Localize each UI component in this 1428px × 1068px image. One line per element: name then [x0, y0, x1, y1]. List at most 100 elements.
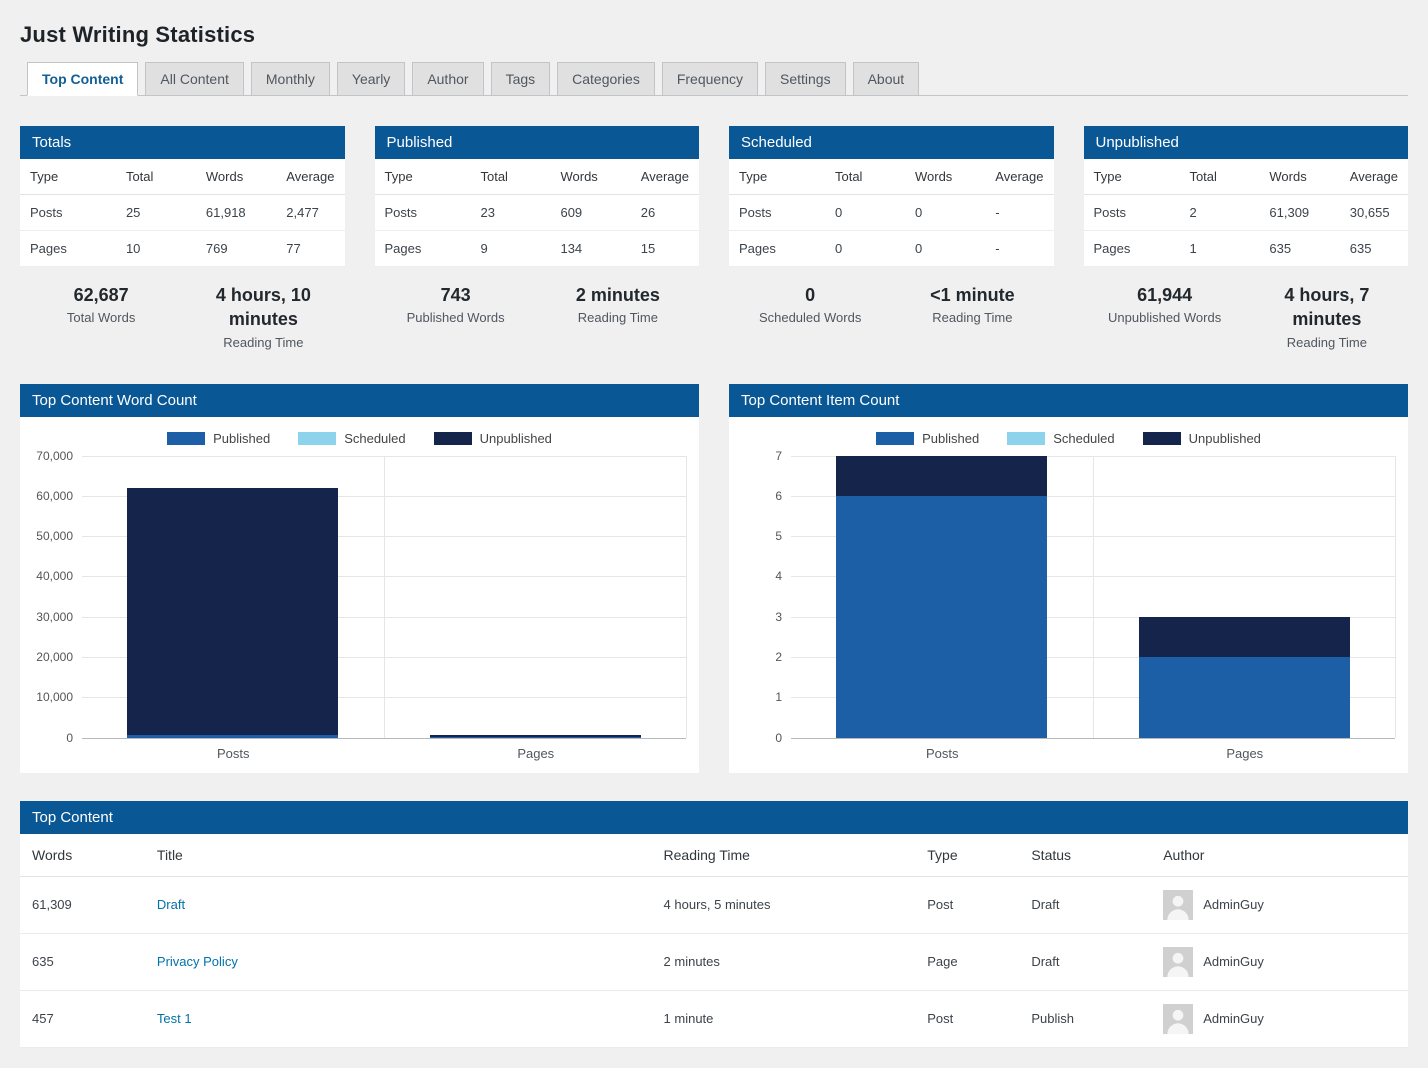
tab-top-content[interactable]: Top Content: [27, 62, 139, 96]
cell-title: Draft: [144, 876, 652, 934]
stat-label: Published Words: [406, 310, 505, 326]
legend-item-unpublished[interactable]: Unpublished: [433, 430, 552, 446]
legend-item-published[interactable]: Published: [876, 431, 979, 446]
summary-card-unpublished: Unpublished Type Total Words Average Posts 2 61…: [1083, 126, 1408, 350]
chart-categories: [82, 455, 687, 738]
chart-legend: Published Scheduled Unpublished: [741, 431, 1396, 446]
tab-all-content[interactable]: All Content: [145, 62, 244, 96]
legend-label: Published: [213, 430, 271, 446]
cell: 77: [276, 230, 345, 267]
legend-swatch-scheduled: [1007, 431, 1046, 445]
y-axis-label: 50,000: [36, 529, 73, 544]
bar-segment-published-posts: [836, 495, 1048, 738]
tab-tags[interactable]: Tags: [490, 62, 551, 96]
y-axis-label: 20,000: [36, 650, 73, 665]
bar-segment-published-posts: [127, 735, 339, 738]
cell-type: Page: [915, 933, 1020, 991]
charts-row: Top Content Word Count Published Scheduled…: [20, 383, 1408, 773]
cell-type: Post: [915, 990, 1020, 1048]
y-axis-label: 4: [775, 569, 782, 584]
card-table-header-row: Type Total Words Average: [20, 159, 345, 195]
column-header-average: Average: [985, 159, 1054, 195]
stat-reading-time: <1 minute Reading Time: [891, 283, 1053, 325]
card-table-published: Type Total Words Average Posts 23 609 26 Pages 9 1…: [374, 159, 699, 267]
cell: Posts: [729, 194, 825, 231]
tab-author[interactable]: Author: [412, 62, 484, 96]
cell-words: 457: [20, 990, 145, 1048]
cell: 134: [550, 230, 631, 267]
summary-card-published: Published Type Total Words Average Posts 23 609…: [374, 126, 699, 350]
column-header-average: Average: [630, 159, 699, 195]
column-header-average: Average: [1339, 159, 1408, 195]
y-axis-label: 6: [775, 488, 782, 503]
chart-title-top-content-item-count: Top Content Item Count: [729, 383, 1408, 417]
stat-label: Total Words: [66, 310, 136, 326]
tab-settings[interactable]: Settings: [765, 62, 846, 96]
category-posts: [791, 455, 1093, 738]
table-row: Pages 10 769 77: [20, 230, 345, 267]
stat-value: 61,944: [1137, 285, 1193, 305]
tab-categories[interactable]: Categories: [557, 62, 655, 96]
legend-item-scheduled[interactable]: Scheduled: [1007, 431, 1115, 446]
stat-value: 2 minutes: [575, 285, 660, 305]
card-table-header-row: Type Total Words Average: [1083, 159, 1408, 195]
bar-segment-unpublished-posts: [127, 488, 339, 736]
legend-swatch-unpublished: [433, 431, 472, 445]
content-title-link-test-1[interactable]: Test 1: [156, 1011, 192, 1027]
bar-segment-unpublished-pages: [1138, 616, 1350, 658]
chart-plot: [82, 455, 687, 739]
chart-top-content-item-count: Top Content Item Count Published Scheduled…: [729, 383, 1408, 773]
stat-value: 0: [805, 285, 816, 305]
cell-author: AdminGuy: [1151, 876, 1408, 934]
chart-title-top-content-word-count: Top Content Word Count: [20, 383, 699, 417]
avatar: [1163, 946, 1194, 977]
tab-yearly[interactable]: Yearly: [336, 62, 406, 96]
summary-cards: Totals Type Total Words Average Posts 25 61,918…: [20, 126, 1408, 350]
tab-frequency[interactable]: Frequency: [661, 62, 758, 96]
y-axis: 7 6 5 4 3 2 1 0: [741, 449, 791, 745]
cell-author: AdminGuy: [1151, 990, 1408, 1048]
cell: -: [985, 230, 1054, 267]
category-pages: [383, 455, 687, 738]
column-header-type: Type: [374, 159, 471, 195]
legend-swatch-published: [167, 431, 206, 445]
legend-label: Scheduled: [344, 430, 406, 446]
legend-item-published[interactable]: Published: [167, 431, 270, 446]
author-name: AdminGuy: [1203, 897, 1264, 913]
tab-monthly[interactable]: Monthly: [250, 62, 330, 96]
bar-stack-pages: [1138, 456, 1350, 738]
y-axis-label: 30,000: [36, 609, 73, 624]
cell: Pages: [374, 230, 471, 267]
column-header-total: Total: [470, 159, 551, 195]
table-row: Pages 0 0-: [729, 230, 1054, 267]
content-title-link-draft[interactable]: Draft: [156, 897, 186, 913]
cell: 635: [1339, 230, 1408, 267]
table-row: Pages 1 635 635: [1083, 230, 1408, 267]
card-stats-totals: 62,687 Total Words 4 hours, 10 minutes Read…: [20, 283, 345, 350]
tab-about[interactable]: About: [852, 62, 920, 96]
cell: 30,655: [1339, 194, 1408, 231]
card-title-published: Published: [374, 126, 699, 159]
y-axis-label: 60,000: [36, 488, 73, 503]
content-column-header-reading-time: Reading Time: [651, 833, 916, 877]
legend-item-unpublished[interactable]: Unpublished: [1142, 431, 1261, 446]
cell: 769: [195, 230, 277, 267]
author-name: AdminGuy: [1203, 954, 1264, 970]
card-title-unpublished: Unpublished: [1083, 126, 1408, 159]
legend-label: Unpublished: [479, 430, 552, 446]
plot-wrap: 7 6 5 4 3 2 1 0: [741, 449, 1396, 745]
cell: 2,477: [276, 194, 345, 231]
legend-swatch-published: [876, 431, 915, 445]
cell: Posts: [20, 194, 116, 231]
cell: 1: [1179, 230, 1260, 267]
cell: 0: [824, 194, 905, 231]
legend-item-scheduled[interactable]: Scheduled: [298, 430, 406, 446]
cell: Pages: [1083, 230, 1180, 267]
stat-reading-time: 4 hours, 7 minutes Reading Time: [1246, 283, 1408, 350]
x-axis-label-pages: Pages: [1226, 745, 1264, 761]
stat-label: Reading Time: [932, 310, 1013, 326]
stat-value: 4 hours, 7 minutes: [1284, 285, 1370, 330]
y-axis-label: 7: [775, 448, 782, 463]
content-title-link-privacy-policy[interactable]: Privacy Policy: [156, 954, 238, 970]
plot-wrap: 70,000 60,000 50,000 40,000 30,000 20,000 10,0…: [32, 449, 687, 745]
